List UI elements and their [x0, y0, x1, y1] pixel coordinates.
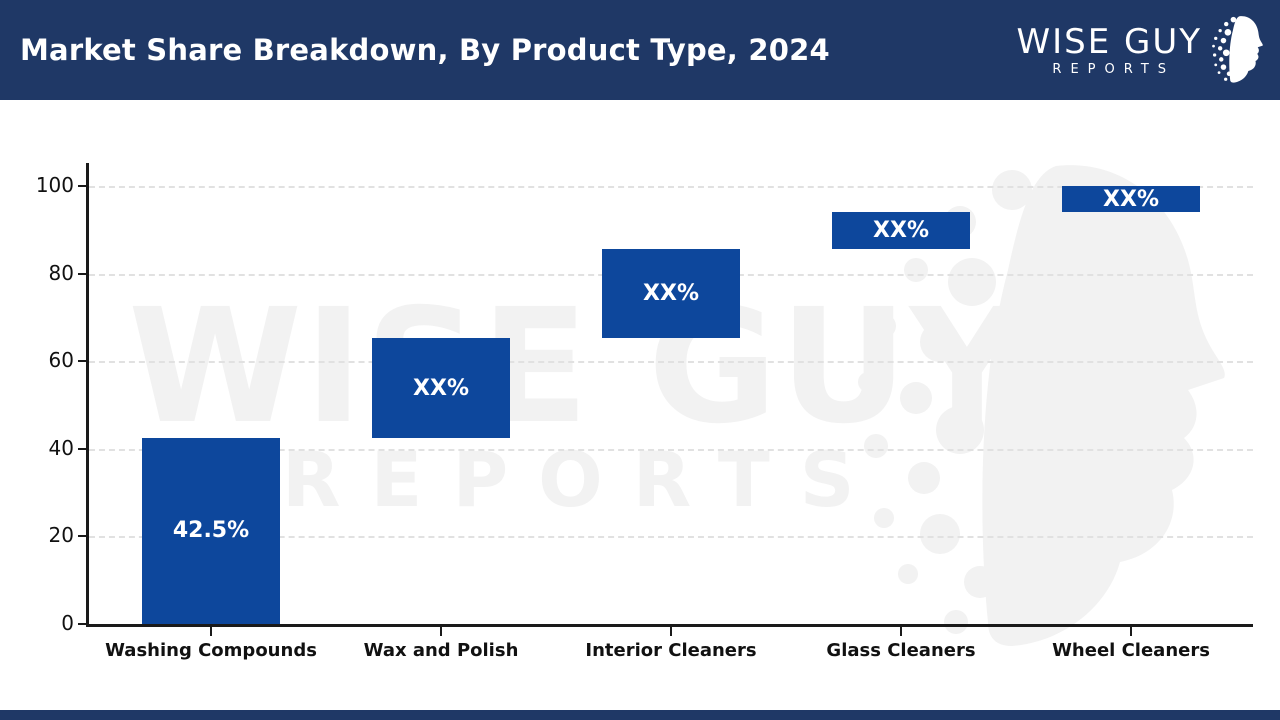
header-bar: Market Share Breakdown, By Product Type,…	[0, 0, 1280, 100]
y-tick-mark	[78, 623, 87, 625]
y-tick-label: 40	[48, 435, 74, 460]
bar-value-label: XX%	[1103, 186, 1159, 212]
logo-reports-label: REPORTS	[1052, 61, 1176, 77]
y-tick-mark	[78, 447, 87, 450]
x-tick-mark	[900, 627, 902, 636]
y-tick-label: 60	[48, 348, 74, 373]
y-tick-mark	[78, 272, 87, 275]
logo-wiseguy-label: WISE GUY	[1016, 21, 1202, 62]
x-category-label: Washing Compounds	[105, 640, 317, 661]
watermark-wiseguy-text: WISE GUY	[128, 275, 1027, 459]
bar-wax-and-polish: XX%	[372, 338, 510, 438]
y-tick-label: 0	[61, 611, 74, 635]
logo-face-icon	[1212, 16, 1263, 83]
y-tick-label: 80	[48, 260, 74, 285]
x-tick-mark	[440, 627, 442, 636]
gridline-100	[89, 186, 1253, 188]
gridline-20	[89, 536, 1253, 539]
x-tick-mark	[670, 627, 672, 636]
y-tick-mark	[78, 185, 87, 187]
bar-value-label: XX%	[873, 218, 929, 244]
bar-value-label: XX%	[413, 375, 469, 401]
bar-glass-cleaners: XX%	[832, 212, 970, 250]
x-category-label: Glass Cleaners	[826, 640, 976, 661]
logo-text: WISE GUY REPORTS	[1016, 25, 1202, 76]
bar-interior-cleaners: XX%	[602, 249, 740, 339]
x-tick-mark	[210, 627, 212, 636]
y-tick-label: 100	[35, 173, 74, 197]
bar-washing-compounds: 42.5%	[142, 437, 280, 624]
x-category-label: Wax and Polish	[363, 640, 519, 661]
bar-wheel-cleaners: XX%	[1062, 186, 1200, 213]
gridline-60	[89, 361, 1253, 364]
chart-title: Market Share Breakdown, By Product Type,…	[20, 33, 830, 67]
bar-value-label: XX%	[643, 281, 699, 307]
x-tick-mark	[1130, 627, 1132, 636]
bar-value-label: 42.5%	[172, 518, 250, 544]
x-axis-line	[86, 624, 1253, 627]
wiseguy-logo: WISE GUY REPORTS	[1016, 14, 1266, 86]
watermark-reports-text: REPORTS	[282, 435, 885, 524]
y-tick-mark	[78, 535, 87, 538]
y-tick-label: 20	[48, 523, 74, 548]
x-category-label: Wheel Cleaners	[1052, 640, 1210, 661]
footer-bar	[0, 710, 1280, 720]
y-axis-line	[86, 163, 89, 626]
x-category-label: Interior Cleaners	[585, 640, 757, 661]
y-tick-mark	[78, 360, 87, 363]
gridline-40	[89, 448, 1253, 451]
